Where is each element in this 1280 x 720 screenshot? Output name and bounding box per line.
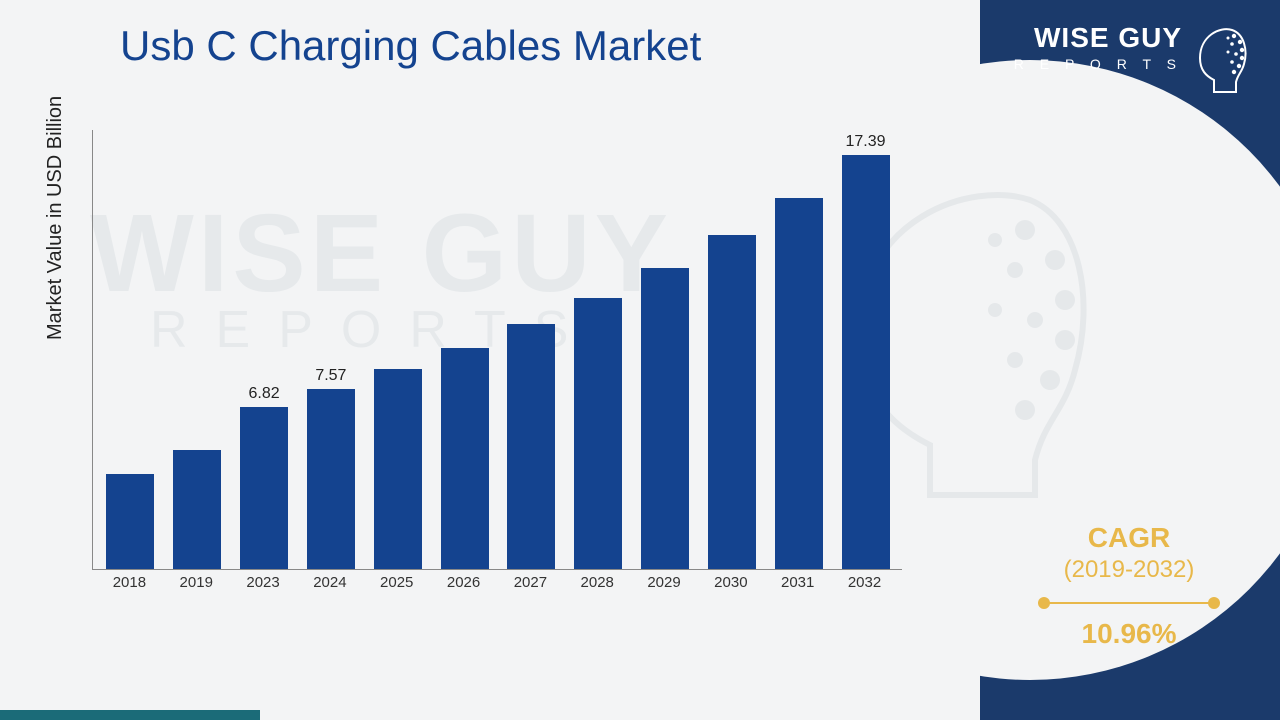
bar [240, 407, 288, 569]
cagr-divider [1044, 602, 1214, 604]
x-axis-label: 2026 [433, 574, 495, 591]
bar [641, 268, 689, 569]
x-axis-label: 2024 [299, 574, 361, 591]
cagr-title: CAGR [1024, 522, 1234, 554]
bar [842, 155, 890, 569]
chart-title: Usb C Charging Cables Market [120, 22, 701, 70]
logo: WISE GUY R E P O R T S [1014, 22, 1250, 94]
x-axis-label: 2032 [834, 574, 896, 591]
logo-line1: WISE GUY [1034, 22, 1182, 54]
bar [507, 324, 555, 569]
bar [441, 348, 489, 569]
bar [106, 474, 154, 569]
bar-wrap [166, 428, 228, 569]
bar [173, 450, 221, 569]
bar-wrap [567, 276, 629, 569]
bar [574, 298, 622, 569]
x-axis-label: 2019 [165, 574, 227, 591]
bar-wrap: 6.82 [233, 385, 295, 569]
x-axis-labels: 2018 2019 2023 2024 2025 20262027 2028 2029 2030… [92, 574, 902, 591]
y-axis-label: Market Value in USD Billion [44, 96, 67, 340]
bar-wrap: 7.57 [300, 367, 362, 569]
canvas: Usb C Charging Cables Market WISE GUY R … [0, 0, 1280, 720]
bar-wrap [99, 452, 161, 569]
cagr-block: CAGR (2019-2032) 10.96% [1024, 522, 1234, 650]
bar-wrap [634, 246, 696, 569]
bar-wrap [500, 302, 562, 569]
x-axis-label: 2029 [633, 574, 695, 591]
logo-head-icon [1192, 22, 1250, 94]
bar-value-label: 17.39 [845, 133, 885, 151]
bar [307, 389, 355, 569]
x-axis-label: 2028 [566, 574, 628, 591]
logo-line2: R E P O R T S [1014, 56, 1182, 72]
bar-value-label: 6.82 [248, 385, 279, 403]
bar-chart: 6.827.5717.39 20182019202320242025202620… [92, 130, 902, 610]
x-axis-label: 2025 [366, 574, 428, 591]
cagr-value: 10.96% [1024, 618, 1234, 650]
cagr-range: (2019-2032) [1024, 556, 1234, 584]
bar-wrap [701, 213, 763, 569]
x-axis-label: 2031 [767, 574, 829, 591]
x-axis-label: 2023 [232, 574, 294, 591]
x-axis-label: 2018 [98, 574, 160, 591]
x-axis-label: 2027 [499, 574, 561, 591]
plot-area: 6.82 7.57 17.39 [92, 130, 902, 570]
bar-wrap [367, 347, 429, 569]
bars-container: 6.82 7.57 17.39 [93, 129, 903, 569]
bottom-left-bar [0, 710, 260, 720]
bar [708, 235, 756, 569]
bar-wrap [768, 176, 830, 569]
bar-wrap: 17.39 [835, 133, 897, 569]
bar-value-label: 7.57 [315, 367, 346, 385]
x-axis-label: 2030 [700, 574, 762, 591]
bar [374, 369, 422, 569]
bar-wrap [434, 326, 496, 569]
bar [775, 198, 823, 569]
